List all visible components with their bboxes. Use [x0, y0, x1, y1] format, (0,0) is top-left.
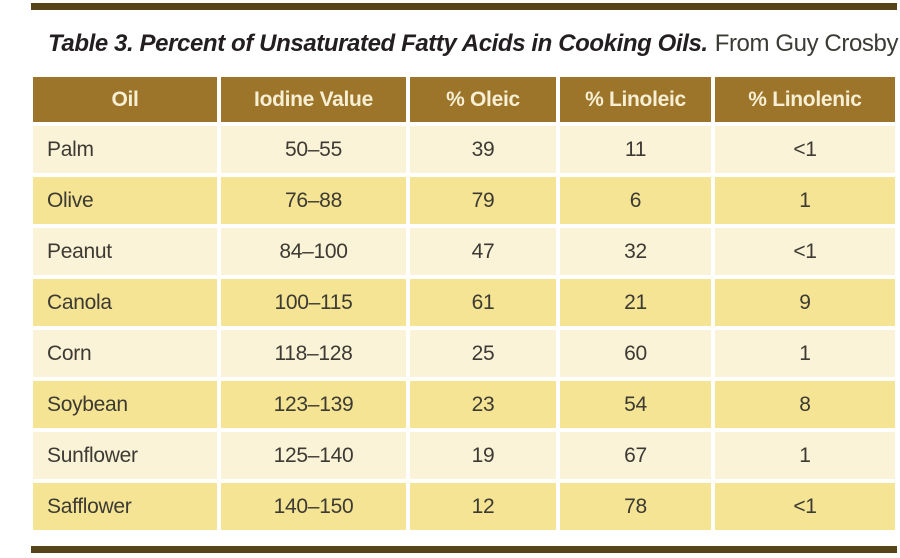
oil-name-cell: Sunflower [33, 432, 217, 479]
linolenic-cell: <1 [715, 483, 895, 530]
linoleic-cell: 21 [560, 279, 711, 326]
linolenic-cell: 8 [715, 381, 895, 428]
column-header-oil: Oil [33, 77, 217, 122]
iodine-value-cell: 125–140 [221, 432, 406, 479]
iodine-value-cell: 123–139 [221, 381, 406, 428]
oleic-cell: 25 [410, 330, 556, 377]
caption-title: Table 3. Percent of Unsaturated Fatty Ac… [48, 30, 708, 57]
linolenic-cell: 1 [715, 177, 895, 224]
oleic-cell: 39 [410, 126, 556, 173]
iodine-value-cell: 84–100 [221, 228, 406, 275]
oleic-cell: 12 [410, 483, 556, 530]
column-header-linolenic: % Linolenic [715, 77, 895, 122]
fatty-acid-table: Oil Iodine Value% Oleic% Linoleic% Linole… [33, 77, 897, 530]
bottom-rule [31, 546, 897, 553]
column-header-iodine-value: Iodine Value [221, 77, 406, 122]
oil-name-cell: Palm [33, 126, 217, 173]
oleic-cell: 23 [410, 381, 556, 428]
iodine-value-cell: 118–128 [221, 330, 406, 377]
table-caption: Table 3. Percent of Unsaturated Fatty Ac… [48, 30, 898, 58]
linoleic-cell: 78 [560, 483, 711, 530]
iodine-value-cell: 50–55 [221, 126, 406, 173]
oil-name-cell: Canola [33, 279, 217, 326]
oleic-cell: 47 [410, 228, 556, 275]
linoleic-cell: 32 [560, 228, 711, 275]
oil-name-cell: Corn [33, 330, 217, 377]
top-rule [31, 3, 897, 10]
linolenic-cell: <1 [715, 126, 895, 173]
linoleic-cell: 11 [560, 126, 711, 173]
linoleic-cell: 67 [560, 432, 711, 479]
oil-name-cell: Soybean [33, 381, 217, 428]
linoleic-cell: 54 [560, 381, 711, 428]
oleic-cell: 19 [410, 432, 556, 479]
linoleic-cell: 60 [560, 330, 711, 377]
iodine-value-cell: 100–115 [221, 279, 406, 326]
oil-name-cell: Peanut [33, 228, 217, 275]
linolenic-cell: <1 [715, 228, 895, 275]
linolenic-cell: 9 [715, 279, 895, 326]
iodine-value-cell: 76–88 [221, 177, 406, 224]
oil-name-cell: Safflower [33, 483, 217, 530]
oleic-cell: 79 [410, 177, 556, 224]
linoleic-cell: 6 [560, 177, 711, 224]
linolenic-cell: 1 [715, 330, 895, 377]
linolenic-cell: 1 [715, 432, 895, 479]
column-header-oleic: % Oleic [410, 77, 556, 122]
oil-name-cell: Olive [33, 177, 217, 224]
column-header-linoleic: % Linoleic [560, 77, 711, 122]
iodine-value-cell: 140–150 [221, 483, 406, 530]
caption-source: From Guy Crosby [714, 30, 899, 57]
oleic-cell: 61 [410, 279, 556, 326]
